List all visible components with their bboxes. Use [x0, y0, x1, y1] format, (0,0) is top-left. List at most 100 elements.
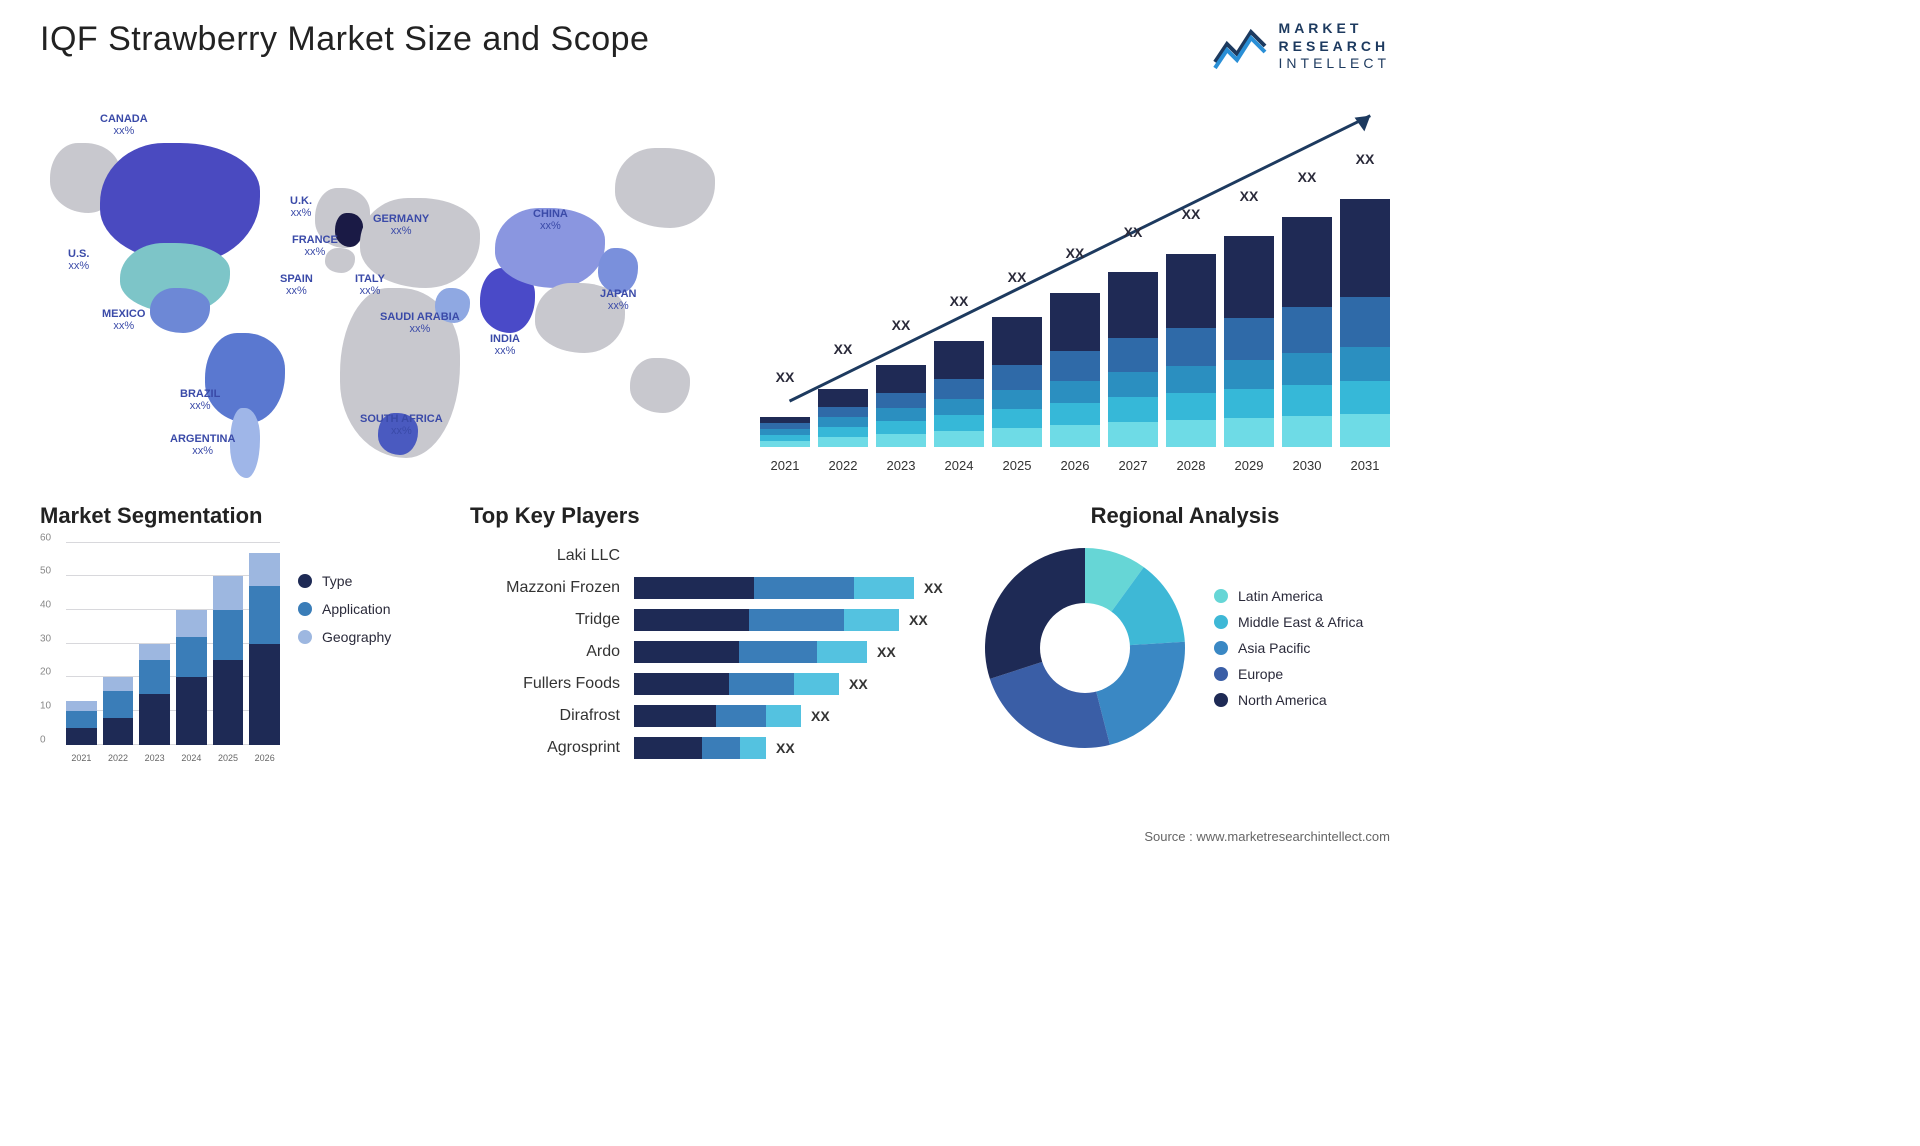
map-label: MEXICOxx% — [102, 308, 145, 333]
map-region — [615, 148, 715, 228]
seg-xlabel: 2025 — [213, 753, 244, 763]
segmentation-panel: Market Segmentation 20212022202320242025… — [40, 503, 440, 763]
map-label: INDIAxx% — [490, 333, 520, 358]
map-region — [335, 213, 363, 247]
growth-xaxis-label: 2028 — [1166, 458, 1216, 473]
regional-legend-item: Europe — [1214, 666, 1363, 682]
map-label: U.K.xx% — [290, 195, 312, 220]
kp-row: XX — [634, 735, 950, 761]
kp-row: XX — [634, 575, 950, 601]
growth-xaxis-label: 2030 — [1282, 458, 1332, 473]
seg-legend-item: Application — [298, 601, 391, 617]
map-label: CANADAxx% — [100, 113, 148, 138]
seg-ylabel: 60 — [40, 532, 51, 543]
page-title: IQF Strawberry Market Size and Scope — [40, 20, 649, 59]
seg-bar — [213, 576, 244, 744]
seg-bar — [139, 644, 170, 745]
kp-name: Mazzoni Frozen — [506, 575, 620, 601]
kp-name: Agrosprint — [547, 735, 620, 761]
growth-xaxis-label: 2023 — [876, 458, 926, 473]
growth-bar: XX — [760, 417, 810, 447]
top-row: CANADAxx% U.S.xx% MEXICOxx% BRAZILxx% ARGENT… — [40, 93, 1390, 473]
kp-name: Dirafrost — [560, 703, 620, 729]
seg-ylabel: 50 — [40, 566, 51, 577]
world-map: CANADAxx% U.S.xx% MEXICOxx% BRAZILxx% ARGENT… — [40, 93, 720, 473]
map-label: ARGENTINAxx% — [170, 433, 235, 458]
seg-legend-item: Geography — [298, 629, 391, 645]
growth-xaxis-label: 2027 — [1108, 458, 1158, 473]
map-region — [630, 358, 690, 413]
growth-xaxis-label: 2026 — [1050, 458, 1100, 473]
seg-ylabel: 10 — [40, 700, 51, 711]
regional-legend-item: Asia Pacific — [1214, 640, 1363, 656]
bottom-row: Market Segmentation 20212022202320242025… — [40, 503, 1390, 763]
seg-bar — [249, 553, 280, 745]
map-region — [150, 288, 210, 333]
map-label: SAUDI ARABIAxx% — [380, 311, 460, 336]
logo-line2: RESEARCH — [1279, 38, 1390, 56]
logo-icon — [1213, 22, 1269, 70]
seg-xlabel: 2021 — [66, 753, 97, 763]
seg-ylabel: 20 — [40, 667, 51, 678]
kp-name: Tridge — [575, 607, 620, 633]
growth-bar: XX — [818, 389, 868, 447]
map-label: ITALYxx% — [355, 273, 385, 298]
map-label: SOUTH AFRICAxx% — [360, 413, 443, 438]
kp-row: XX — [634, 607, 950, 633]
growth-xaxis-label: 2025 — [992, 458, 1042, 473]
seg-bar — [66, 701, 97, 745]
key-players-bars: XXXXXXXXXXXX — [634, 543, 950, 761]
growth-bar: XX — [1108, 272, 1158, 447]
regional-title: Regional Analysis — [980, 503, 1390, 529]
regional-legend-item: Middle East & Africa — [1214, 614, 1363, 630]
seg-ylabel: 40 — [40, 599, 51, 610]
seg-bar — [103, 677, 134, 744]
key-players-panel: Top Key Players Laki LLC Mazzoni Frozen Tr… — [470, 503, 950, 763]
regional-donut — [980, 543, 1190, 753]
key-players-names: Laki LLC Mazzoni Frozen Tridge Ardo Fullers … — [470, 543, 620, 761]
map-label: FRANCExx% — [292, 234, 338, 259]
map-label: CHINAxx% — [533, 208, 568, 233]
regional-panel: Regional Analysis Latin America Middle Ea… — [980, 503, 1390, 763]
regional-legend-item: Latin America — [1214, 588, 1363, 604]
kp-name: Ardo — [586, 639, 620, 665]
segmentation-title: Market Segmentation — [40, 503, 440, 529]
growth-bar: XX — [1340, 199, 1390, 447]
kp-row: XX — [634, 671, 950, 697]
seg-ylabel: 30 — [40, 633, 51, 644]
kp-name: Laki LLC — [557, 543, 620, 569]
map-label: GERMANYxx% — [373, 213, 429, 238]
map-label: BRAZILxx% — [180, 388, 220, 413]
growth-bar: XX — [876, 365, 926, 447]
segmentation-legend: Type Application Geography — [298, 543, 391, 763]
source-text: Source : www.marketresearchintellect.com — [1144, 829, 1390, 844]
kp-row — [634, 543, 950, 569]
regional-legend: Latin America Middle East & Africa Asia Pa… — [1214, 588, 1363, 708]
map-region — [598, 248, 638, 293]
seg-ylabel: 0 — [40, 734, 46, 745]
growth-bar: XX — [1166, 254, 1216, 447]
regional-legend-item: North America — [1214, 692, 1363, 708]
growth-bar: XX — [934, 341, 984, 447]
key-players-title: Top Key Players — [470, 503, 950, 529]
seg-xlabel: 2024 — [176, 753, 207, 763]
map-label: SPAINxx% — [280, 273, 313, 298]
growth-xaxis-label: 2021 — [760, 458, 810, 473]
growth-bar: XX — [1224, 236, 1274, 447]
growth-bar: XX — [992, 317, 1042, 447]
growth-xaxis-label: 2029 — [1224, 458, 1274, 473]
header: IQF Strawberry Market Size and Scope MAR… — [40, 20, 1390, 73]
segmentation-chart: 202120222023202420252026 0102030405060 — [40, 543, 280, 763]
growth-bar: XX — [1282, 217, 1332, 447]
seg-legend-item: Type — [298, 573, 391, 589]
brand-logo: MARKET RESEARCH INTELLECT — [1213, 20, 1390, 73]
logo-line3: INTELLECT — [1279, 55, 1390, 73]
map-label: U.S.xx% — [68, 248, 89, 273]
kp-row: XX — [634, 703, 950, 729]
growth-xaxis-label: 2024 — [934, 458, 984, 473]
kp-name: Fullers Foods — [523, 671, 620, 697]
seg-xlabel: 2026 — [249, 753, 280, 763]
growth-xaxis-label: 2022 — [818, 458, 868, 473]
growth-chart: XXXXXXXXXXXXXXXXXXXXXX 20212022202320242… — [760, 93, 1390, 473]
growth-xaxis-label: 2031 — [1340, 458, 1390, 473]
